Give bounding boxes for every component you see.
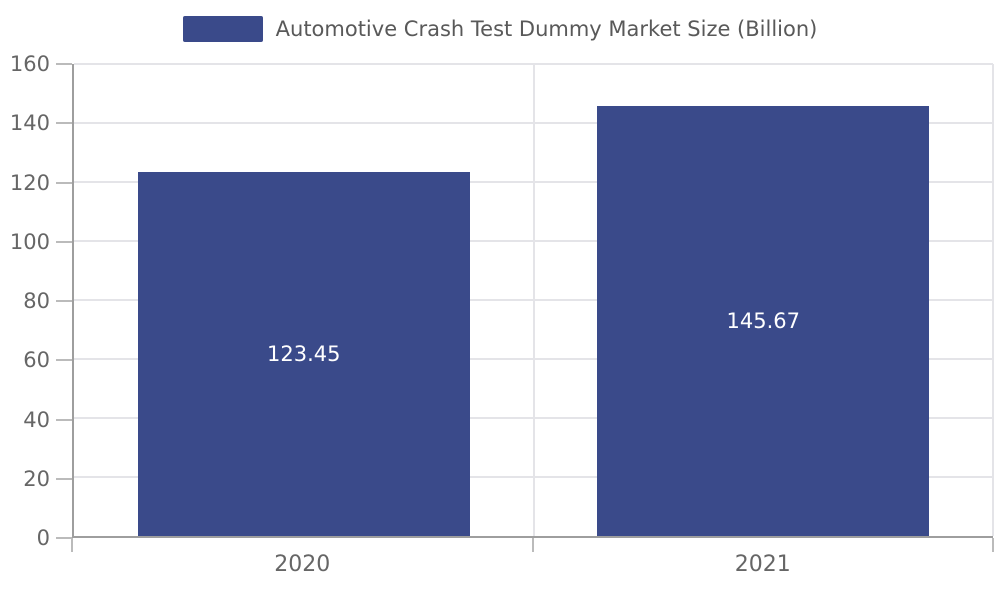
bar-2020: 123.45	[137, 171, 470, 536]
y-axis-tick-label: 120	[9, 170, 50, 195]
gridline-vertical	[992, 64, 994, 536]
y-axis-tick-label: 60	[23, 348, 50, 373]
bar-value-label: 145.67	[726, 309, 800, 334]
y-axis-tick	[56, 359, 72, 362]
legend: Automotive Crash Test Dummy Market Size …	[0, 16, 1000, 42]
y-axis-tick-label: 160	[9, 52, 50, 76]
y-axis-tick-label: 140	[9, 111, 50, 136]
legend-swatch	[182, 16, 263, 42]
y-axis-tick	[56, 477, 72, 480]
plot-area: 123.45 145.67	[72, 63, 994, 538]
y-axis-tick-label: 0	[36, 526, 50, 550]
x-axis-tick	[531, 538, 534, 552]
bar-2021: 145.67	[597, 106, 930, 536]
x-axis-category-label: 2020	[274, 552, 331, 577]
y-axis-tick-label: 40	[23, 407, 50, 432]
y-axis-tick-label: 20	[23, 466, 50, 491]
x-axis-category-label: 2021	[734, 552, 791, 577]
y-axis-tick	[56, 181, 72, 184]
legend-label: Automotive Crash Test Dummy Market Size …	[275, 17, 818, 41]
y-axis-tick	[56, 122, 72, 125]
y-axis-tick	[56, 418, 72, 421]
y-axis-tick	[56, 300, 72, 302]
y-axis-tick-label: 80	[23, 289, 50, 313]
y-axis-tick	[56, 537, 72, 539]
x-axis-tick	[992, 538, 994, 552]
bar-value-label: 123.45	[266, 341, 341, 366]
y-axis-tick-label: 100	[9, 229, 50, 254]
gridline-vertical	[532, 64, 535, 536]
y-axis-tick	[56, 240, 72, 243]
y-axis-tick	[56, 63, 72, 65]
x-axis-tick	[71, 538, 73, 552]
